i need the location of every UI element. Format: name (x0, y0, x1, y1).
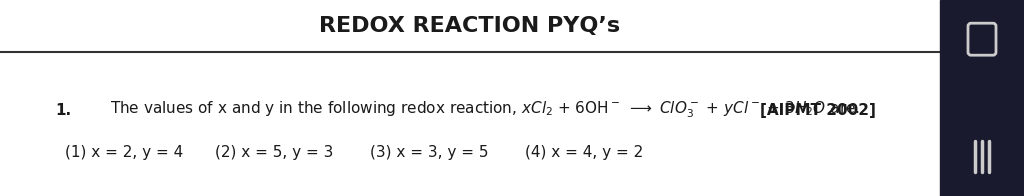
Text: (2) x = 5, y = 3: (2) x = 5, y = 3 (215, 144, 334, 160)
Text: [AIPMT 2002]: [AIPMT 2002] (760, 103, 876, 117)
Bar (940, 0, 1024, 196)
Text: (1) x = 2, y = 4: (1) x = 2, y = 4 (65, 144, 183, 160)
Text: (3) x = 3, y = 5: (3) x = 3, y = 5 (370, 144, 488, 160)
Text: REDOX REACTION PYQ’s: REDOX REACTION PYQ’s (319, 16, 621, 36)
Text: 1.: 1. (55, 103, 71, 117)
Text: The values of x and y in the following redox reaction, $xCl_2$ + 6OH$^-$ $\longr: The values of x and y in the following r… (110, 100, 860, 120)
FancyBboxPatch shape (968, 23, 996, 55)
Text: (4) x = 4, y = 2: (4) x = 4, y = 2 (525, 144, 643, 160)
